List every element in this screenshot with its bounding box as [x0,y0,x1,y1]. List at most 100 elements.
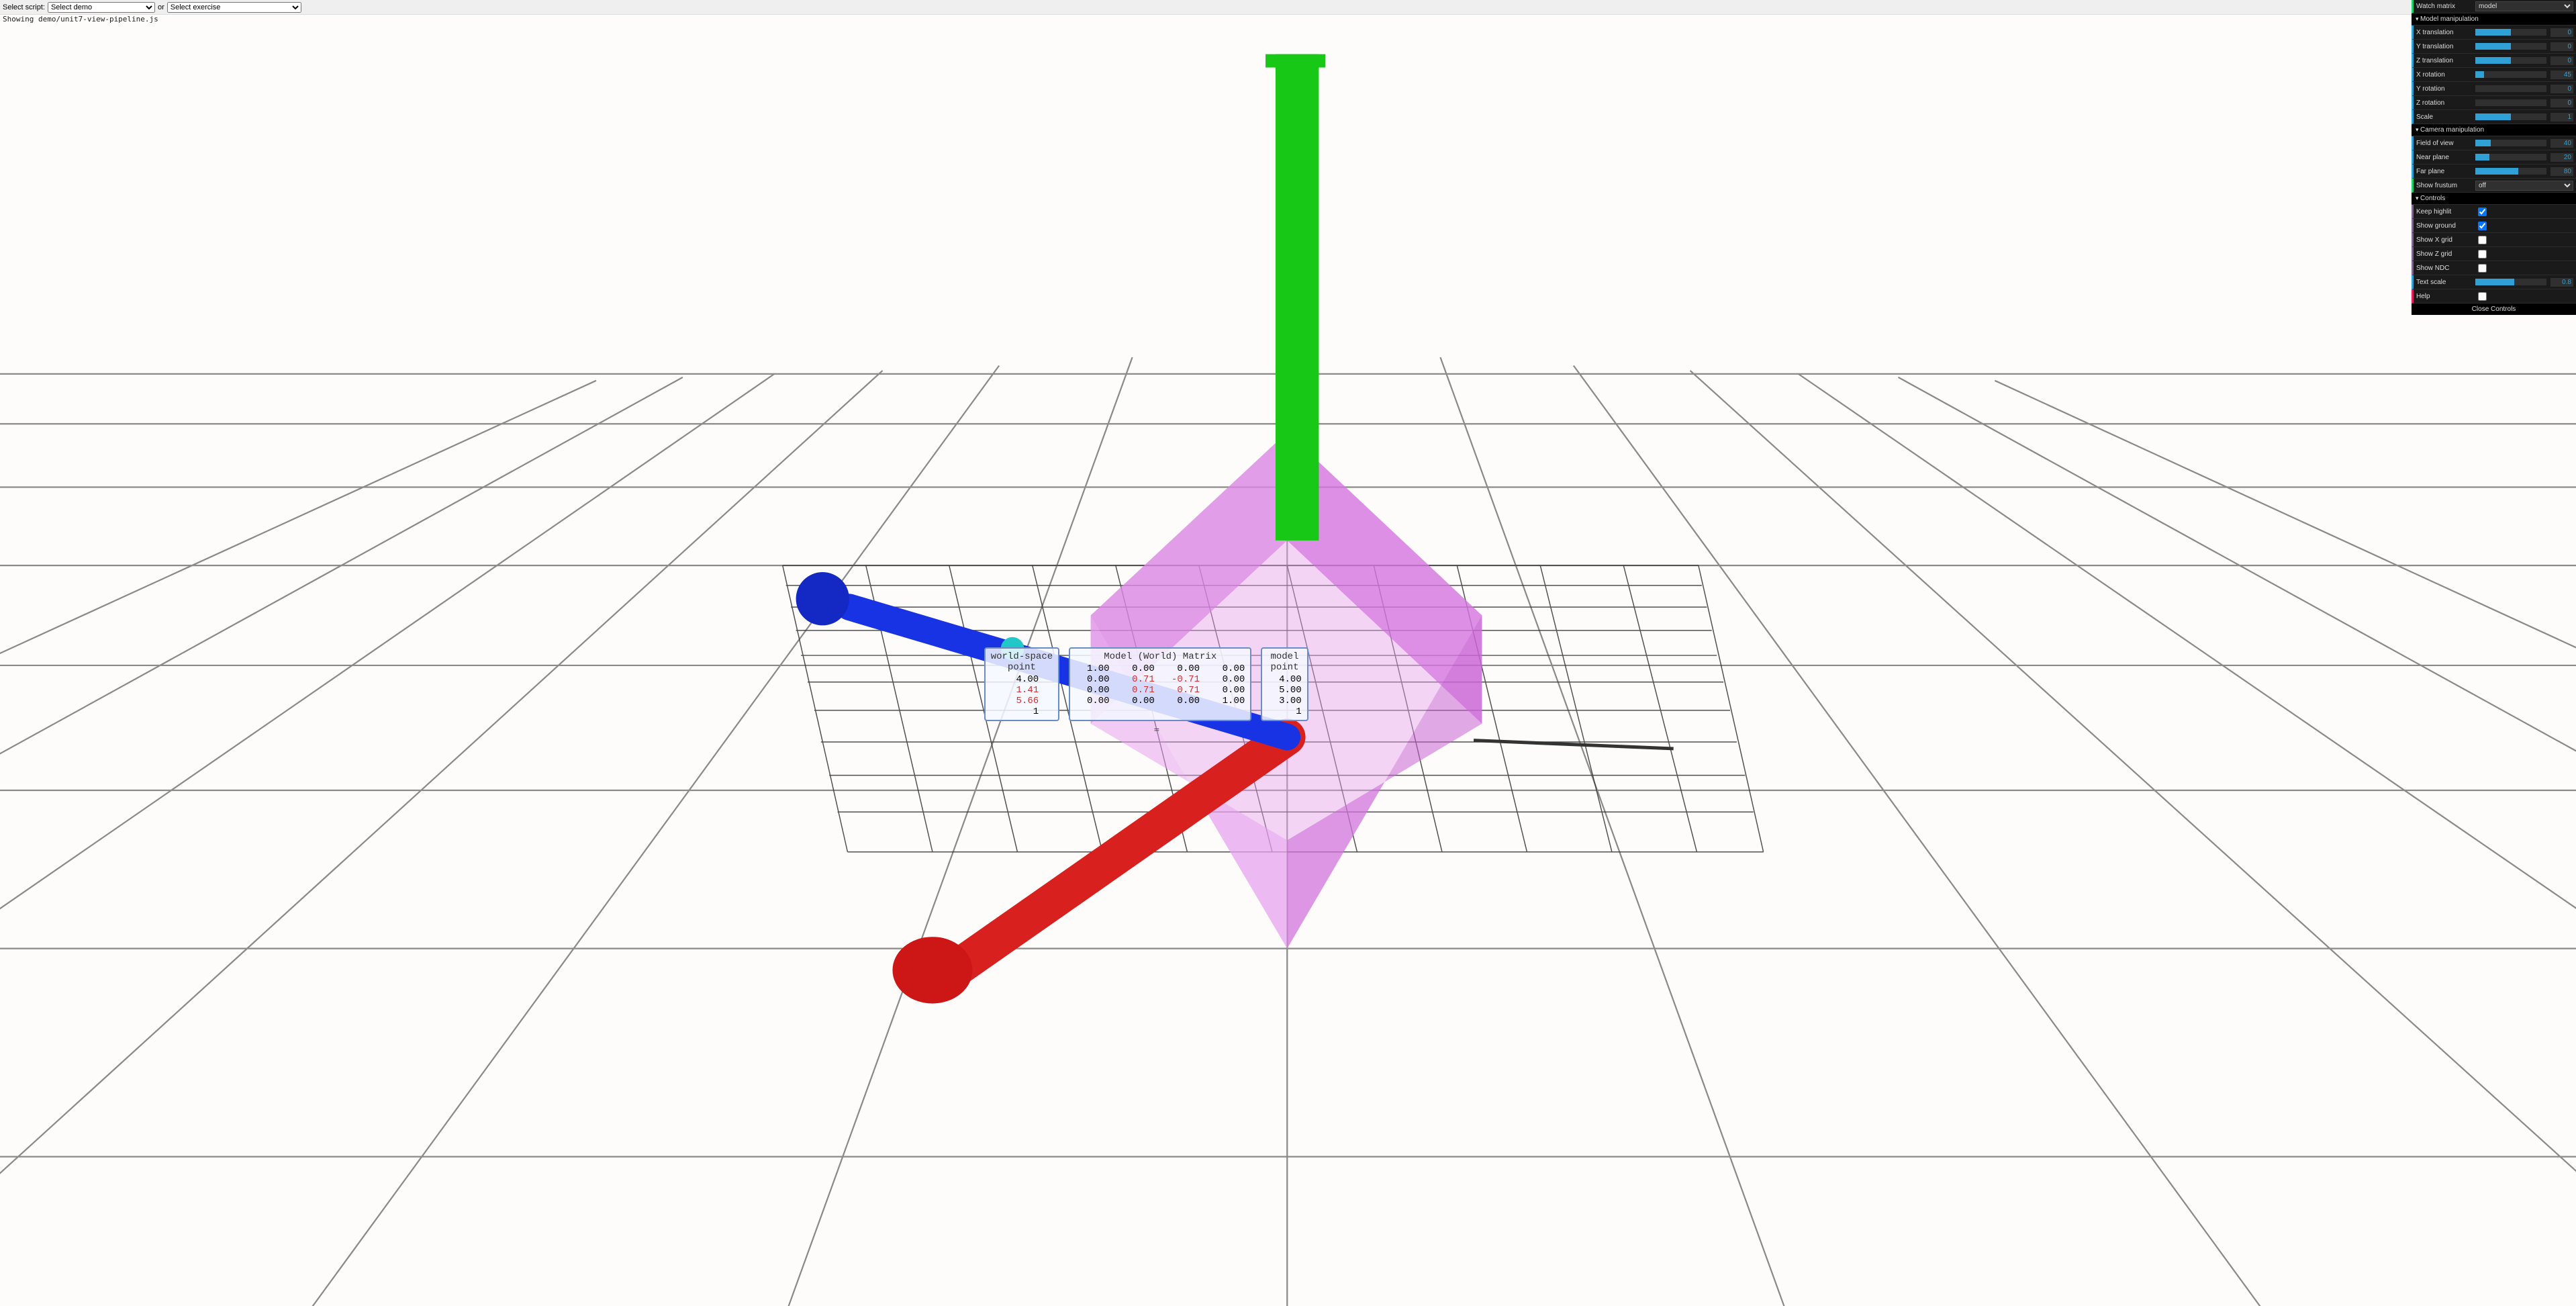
gui-slider[interactable] [2475,85,2546,92]
matrix-row: 4.00 [1268,674,1301,685]
gui-row-scale: Scale [2412,110,2576,124]
matrix-row: 0.00 0.71 -0.71 0.00 [1076,674,1245,685]
gui-row-show-frustum: Show frustumoff [2412,179,2576,193]
matrix-row: 0.00 0.00 0.00 1.00 [1076,696,1245,706]
gui-slider[interactable] [2475,43,2546,50]
matrix-row: 3.00 [1268,696,1301,706]
gui-row-help: Help [2412,289,2576,304]
matrix-title: model point [1268,651,1301,673]
matrix-row: 5.00 [1268,685,1301,696]
gui-number-input[interactable] [2550,153,2573,162]
gui-select[interactable]: off [2475,181,2573,191]
gui-label: X translation [2416,29,2475,36]
gui-folder-camera-manipulation[interactable]: Camera manipulation [2412,124,2576,136]
gui-row-show-x-grid: Show X grid [2412,233,2576,247]
gui-number-input[interactable] [2550,71,2573,79]
gui-label: Show NDC [2416,265,2475,272]
matrix-box-model-matrix: Model (World) Matrix 1.00 0.00 0.00 0.00… [1069,647,1251,721]
gui-number-input[interactable] [2550,42,2573,51]
gui-row-show-ground: Show ground [2412,219,2576,233]
matrix-row: 1.00 0.00 0.00 0.00 [1076,663,1245,674]
gui-label: Keep highlit [2416,208,2475,216]
gui-row-y-translation: Y translation [2412,40,2576,54]
gui-number-input[interactable] [2550,99,2573,107]
gui-number-input[interactable] [2550,28,2573,37]
gui-label: Y rotation [2416,85,2475,93]
gui-row-z-rotation: Z rotation [2412,96,2576,110]
matrix-row: 1 [1268,706,1301,717]
gui-number-input[interactable] [2550,56,2573,65]
matrix-title: world-space point [991,651,1053,673]
gui-number-input[interactable] [2550,278,2573,287]
gui-row-text-scale: Text scale [2412,275,2576,289]
exercise-select[interactable]: Select exercise [167,2,301,13]
gui-number-input[interactable] [2550,85,2573,93]
gui-row-show-z-grid: Show Z grid [2412,247,2576,261]
matrix-row: 4.00 [991,674,1053,685]
gui-slider[interactable] [2475,140,2546,146]
gui-row-far-plane: Far plane [2412,165,2576,179]
gui-watch-matrix-row: Watch matrixmodel [2412,0,2576,13]
gui-watch-matrix-select[interactable]: model [2475,1,2573,11]
viewport-3d[interactable]: world-space point 4.00 1.41 5.66 1Model … [0,15,2576,1306]
gui-label: Field of view [2416,140,2475,147]
gui-close-button[interactable]: Close Controls [2412,304,2576,315]
gui-checkbox[interactable] [2478,222,2487,230]
gui-label: Z translation [2416,57,2475,64]
gui-row-x-rotation: X rotation [2412,68,2576,82]
gui-row-x-translation: X translation [2412,26,2576,40]
matrix-overlay: world-space point 4.00 1.41 5.66 1Model … [984,647,1308,721]
gui-slider[interactable] [2475,154,2546,160]
matrix-title: Model (World) Matrix [1076,651,1245,662]
gui-number-input[interactable] [2550,139,2573,148]
gui-label: Help [2416,293,2475,300]
gui-label: Z rotation [2416,99,2475,107]
gui-label: Show X grid [2416,236,2475,244]
gui-row-show-ndc: Show NDC [2412,261,2576,275]
gui-number-input[interactable] [2550,113,2573,122]
gui-label: Near plane [2416,154,2475,161]
status-line: Showing demo/unit7-view-pipeline.js [3,15,158,24]
demo-select[interactable]: Select demo [48,2,155,13]
matrix-box-model-point: model point 4.00 5.00 3.00 1 [1261,647,1308,721]
gui-row-z-translation: Z translation [2412,54,2576,68]
gui-label: Y translation [2416,43,2475,50]
matrix-row: 1 [991,706,1053,717]
gui-checkbox[interactable] [2478,264,2487,273]
gui-row-near-plane: Near plane [2412,150,2576,165]
gui-slider[interactable] [2475,113,2546,120]
matrix-row: 5.66 [991,696,1053,706]
gui-checkbox[interactable] [2478,236,2487,244]
gui-row-keep-highlit: Keep highlit [2412,205,2576,219]
select-script-label: Select script: [3,3,45,11]
gui-slider[interactable] [2475,29,2546,36]
matrix-box-world-space-point: world-space point 4.00 1.41 5.66 1 [984,647,1059,721]
gui-checkbox[interactable] [2478,292,2487,301]
gui-folder-controls[interactable]: Controls [2412,193,2576,205]
gui-row-field-of-view: Field of view [2412,136,2576,150]
or-label: or [158,3,164,11]
matrix-row: 1.41 [991,685,1053,696]
gui-slider[interactable] [2475,99,2546,106]
gui-slider[interactable] [2475,279,2546,285]
gui-label: Show ground [2416,222,2475,230]
gui-slider[interactable] [2475,168,2546,175]
gui-label: Scale [2416,113,2475,121]
gui-checkbox[interactable] [2478,250,2487,259]
gui-label: Text scale [2416,279,2475,286]
gui-label: X rotation [2416,71,2475,79]
topbar: Select script: Select demo or Select exe… [0,0,2576,15]
gui-slider[interactable] [2475,57,2546,64]
equals-sign: = [1154,725,1159,735]
gui-watch-matrix-label: Watch matrix [2416,3,2475,10]
gui-label: Show frustum [2416,182,2475,189]
gui-folder-model-manipulation[interactable]: Model manipulation [2412,13,2576,26]
gui-slider[interactable] [2475,71,2546,78]
gui-label: Show Z grid [2416,250,2475,258]
gui-checkbox[interactable] [2478,207,2487,216]
gui-label: Far plane [2416,168,2475,175]
gui-number-input[interactable] [2550,167,2573,176]
matrix-row: 0.00 0.71 0.71 0.00 [1076,685,1245,696]
gui-row-y-rotation: Y rotation [2412,82,2576,96]
axis-x [892,737,1287,1004]
